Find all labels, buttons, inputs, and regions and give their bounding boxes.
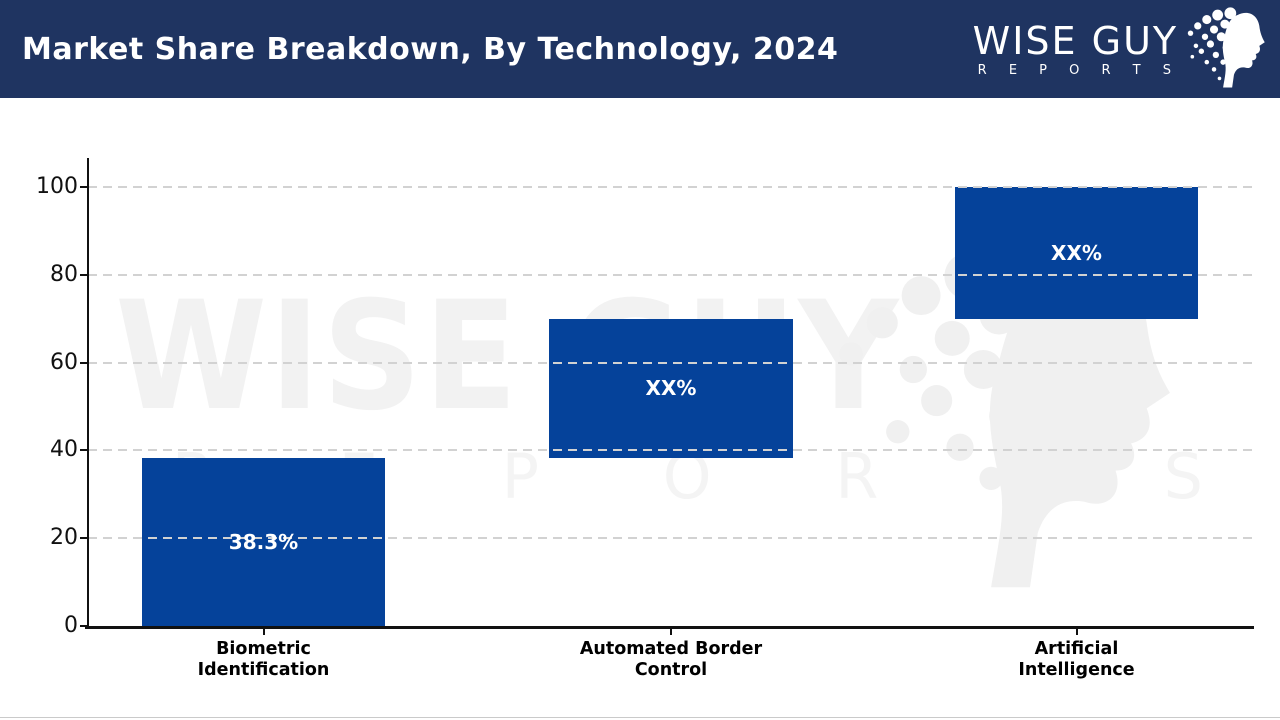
category-label-line: Biometric xyxy=(216,639,311,659)
category-label: Biometric Identification xyxy=(94,639,434,681)
logo-subtitle: R E P O R T S xyxy=(977,62,1180,78)
gridline-100 xyxy=(88,186,1253,188)
y-tick-label: 0 xyxy=(64,613,78,638)
category-label-line: Intelligence xyxy=(1018,660,1135,680)
gridline-80 xyxy=(88,273,1253,276)
category-label-line: Artificial xyxy=(1034,639,1119,659)
bar-value-label: XX% xyxy=(1051,240,1102,265)
x-tick-mark xyxy=(670,627,672,635)
category-label-line: Identification xyxy=(197,660,330,680)
header: Market Share Breakdown, By Technology, 2… xyxy=(0,0,1280,98)
y-tick-mark xyxy=(80,625,88,627)
gridline-60 xyxy=(88,361,1253,364)
y-tick-mark xyxy=(80,186,88,188)
category-label-line: Automated Border xyxy=(579,639,763,659)
bar-2 xyxy=(549,318,793,458)
category-label: Automated Border Control xyxy=(501,639,841,681)
y-tick-label: 100 xyxy=(36,174,78,199)
gridline-40 xyxy=(88,449,1253,452)
logo-face-icon xyxy=(1187,7,1265,88)
logo-wordmark: WISE GUY xyxy=(972,18,1179,63)
category-label-line: Control xyxy=(634,660,708,680)
x-tick-mark xyxy=(262,627,265,635)
wise-guy-logo: WISE GUY R E P O R T S xyxy=(973,6,1266,92)
y-tick-mark xyxy=(80,449,88,452)
y-axis-line xyxy=(87,158,89,628)
bottom-divider xyxy=(0,717,1280,718)
y-tick-mark xyxy=(80,273,88,276)
x-axis-line xyxy=(85,626,1254,629)
bar-1 xyxy=(141,457,386,626)
bar-value-label: XX% xyxy=(645,376,697,401)
logo-text: WISE GUY R E P O R T S xyxy=(973,21,1180,78)
x-tick-mark xyxy=(1075,627,1078,635)
y-tick-label: 80 xyxy=(50,261,78,287)
y-tick-mark xyxy=(80,537,88,540)
y-tick-label: 20 xyxy=(50,525,78,551)
bar-value-label: 38.3% xyxy=(228,529,299,554)
y-tick-mark xyxy=(80,361,88,364)
gridline-20 xyxy=(88,537,1253,540)
y-tick-label: 40 xyxy=(50,437,78,463)
category-label: Artificial Intelligence xyxy=(907,639,1247,681)
y-tick-label: 60 xyxy=(50,349,78,375)
page-title: Market Share Breakdown, By Technology, 2… xyxy=(22,31,839,67)
